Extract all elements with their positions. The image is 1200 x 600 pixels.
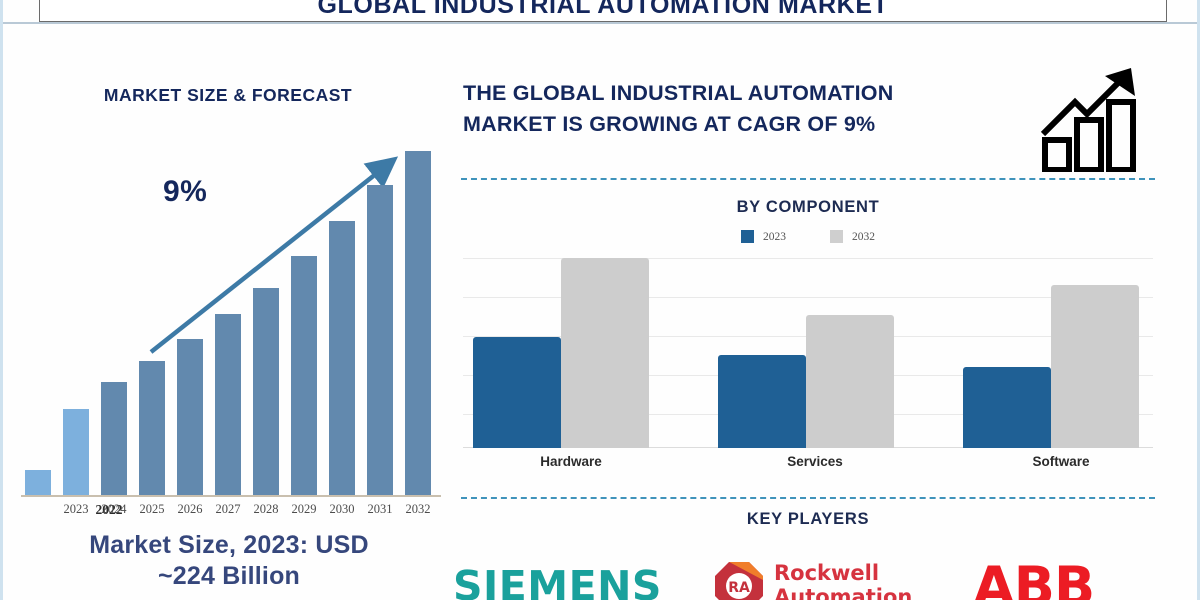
- key-players-logos: SIEMENS RA Rockwell Automation: [453, 542, 1197, 600]
- bar-hardware-2023: [473, 337, 561, 448]
- x-label-2025: 2025: [139, 502, 165, 516]
- divider-bottom: [461, 497, 1155, 499]
- right-panel: THE GLOBAL INDUSTRIAL AUTOMATION MARKET …: [453, 30, 1197, 600]
- bar-2031: [367, 130, 393, 495]
- by-component-chart: [463, 250, 1153, 448]
- x-label-2028: 2028: [253, 502, 279, 516]
- bar-2032: [405, 130, 431, 495]
- logo-rockwell-automation: RA Rockwell Automation: [713, 542, 973, 600]
- market-size-footer: Market Size, 2023: USD ~224 Billion: [3, 530, 455, 591]
- header-box: GLOBAL INDUSTRIAL AUTOMATION MARKET: [39, 0, 1167, 22]
- header-rule: [3, 22, 1197, 24]
- svg-text:RA: RA: [728, 580, 750, 596]
- rockwell-line-2: Automation: [774, 585, 913, 600]
- footer-line-2: ~224 Billion: [157, 561, 301, 590]
- x-label-2032: 2032: [405, 502, 431, 516]
- bar-chart-growth-icon: [1040, 68, 1136, 172]
- gridline-5: [463, 258, 1153, 259]
- growth-arrow-icon: [149, 156, 399, 354]
- bar-2024: [101, 130, 127, 495]
- legend-item-2023: 2023: [741, 230, 786, 243]
- x-label-hardware: Hardware: [540, 454, 602, 469]
- legend-swatch-2032: [830, 230, 843, 243]
- market-size-forecast-chart: [21, 130, 441, 495]
- by-component-x-labels: Hardware Services Software: [463, 454, 1153, 476]
- bar-2028: [253, 130, 279, 495]
- left-chart-axis: [21, 495, 441, 497]
- abb-wordmark: ABB: [973, 554, 1095, 600]
- bar-2027: [215, 130, 241, 495]
- bar-services-2032: [806, 315, 894, 448]
- divider-top: [461, 178, 1155, 180]
- bar-hardware-2032: [561, 258, 649, 448]
- group-software: [963, 250, 1139, 448]
- rockwell-wordmark: Rockwell Automation: [774, 562, 912, 600]
- bar-services-2023: [718, 355, 806, 448]
- legend-label-2023: 2023: [763, 230, 786, 243]
- footer-line-1: Market Size, 2023: USD: [89, 531, 369, 559]
- x-label-2024: 2024: [101, 502, 127, 516]
- page-title: GLOBAL INDUSTRIAL AUTOMATION MARKET: [317, 0, 889, 19]
- by-component-legend: 2023 2032: [461, 230, 1155, 243]
- bar-2025: [139, 130, 165, 495]
- x-label-2029: 2029: [291, 502, 317, 516]
- cagr-headline: THE GLOBAL INDUSTRIAL AUTOMATION MARKET …: [463, 78, 1043, 139]
- bar-2022: [25, 130, 51, 495]
- x-label-2023: 2023: [63, 502, 89, 516]
- group-hardware: [473, 250, 649, 448]
- headline-line-2: MARKET IS GROWING AT CAGR OF 9%: [463, 111, 876, 136]
- x-label-2031: 2031: [367, 502, 393, 516]
- bar-2026: [177, 130, 203, 495]
- x-label-software: Software: [1032, 454, 1090, 469]
- logo-siemens: SIEMENS: [453, 542, 713, 600]
- headline-line-1: THE GLOBAL INDUSTRIAL AUTOMATION: [463, 81, 894, 105]
- market-size-forecast-title: MARKET SIZE & FORECAST: [103, 85, 353, 105]
- x-label-2030: 2030: [329, 502, 355, 516]
- key-players-title: KEY PLAYERS: [746, 510, 870, 528]
- rockwell-line-1: Rockwell: [774, 561, 880, 586]
- cagr-annotation: 9%: [163, 175, 208, 208]
- bar-2029: [291, 130, 317, 495]
- by-component-title: BY COMPONENT: [736, 198, 880, 216]
- logo-abb: ABB: [973, 542, 1197, 600]
- rockwell-ra-badge-icon: RA: [715, 562, 763, 600]
- bar-software-2023: [963, 367, 1051, 448]
- x-label-2026: 2026: [177, 502, 203, 516]
- bar-2030: [329, 130, 355, 495]
- legend-item-2032: 2032: [830, 230, 875, 243]
- legend-label-2032: 2032: [852, 230, 875, 243]
- left-panel: MARKET SIZE & FORECAST 9%: [3, 30, 453, 600]
- bar-software-2032: [1051, 285, 1139, 448]
- gridline-4: [463, 297, 1153, 298]
- left-chart-x-labels: 2022 2023 2024 2025 2026 2027 2028 2029 …: [21, 502, 441, 524]
- siemens-wordmark: SIEMENS: [453, 562, 662, 600]
- x-label-services: Services: [787, 454, 843, 469]
- group-services: [718, 250, 894, 448]
- bar-2023: [63, 130, 89, 495]
- legend-swatch-2023: [741, 230, 754, 243]
- x-label-2022: 2022: [95, 502, 123, 517]
- x-label-2027: 2027: [215, 502, 241, 516]
